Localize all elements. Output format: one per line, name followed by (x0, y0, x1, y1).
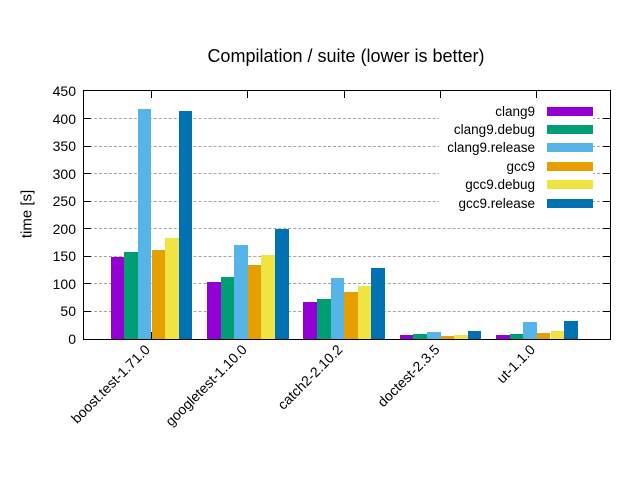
bar-gcc9.release-boost.test-1.71.0 (178, 110, 193, 339)
bar-gcc9.debug-ut-1.1.0 (550, 331, 565, 339)
x-tick-label-googletest-1.10.0: googletest-1.10.0 (161, 341, 250, 430)
y-tick-label-400: 400 (52, 110, 76, 127)
y-tick-label-450: 450 (52, 83, 76, 99)
bar-clang9.debug-ut-1.1.0 (509, 333, 524, 339)
y-tick-mark-right (603, 118, 610, 120)
legend-label: clang9.release (447, 140, 535, 156)
bar-gcc9-doctest-2.3.5 (440, 335, 455, 339)
bar-clang9-catch2-2.10.2 (303, 301, 317, 339)
y-tick-mark-right (603, 173, 610, 175)
y-tick-labels: 0 50 100 150 200 250 300 350 400 450 (0, 83, 76, 347)
x-tick-label-catch2-2.10.2: catch2-2.10.2 (274, 341, 346, 413)
y-tick-mark-left (84, 255, 91, 257)
bar-clang9.release-boost.test-1.71.0 (137, 109, 152, 339)
bar-clang9-doctest-2.3.5 (399, 335, 414, 339)
legend-swatch-gcc9 (547, 161, 593, 171)
y-tick-mark-right (603, 200, 610, 202)
y-tick-mark-right (603, 145, 610, 147)
y-tick-mark-left (84, 310, 91, 312)
gridline-y400 (84, 118, 610, 120)
y-tick-label-100: 100 (52, 275, 76, 292)
bar-gcc9.debug-catch2-2.10.2 (357, 286, 372, 339)
y-tick-mark-left (84, 200, 91, 202)
bar-gcc9.debug-googletest-1.10.0 (261, 255, 276, 339)
bar-gcc9-catch2-2.10.2 (344, 292, 358, 339)
bar-gcc9.release-catch2-2.10.2 (371, 267, 385, 339)
y-tick-mark-left (84, 283, 91, 285)
bar-clang9.debug-doctest-2.3.5 (413, 334, 427, 339)
y-tick-label-350: 350 (52, 138, 76, 155)
y-tick-label-0: 0 (68, 331, 76, 347)
bar-gcc9.release-ut-1.1.0 (564, 320, 578, 339)
y-tick-label-50: 50 (60, 303, 76, 320)
y-tick-label-200: 200 (52, 220, 76, 237)
y-tick-mark-right (603, 310, 610, 312)
bar-clang9-boost.test-1.71.0 (110, 257, 125, 339)
legend-swatch-clang9 (547, 106, 593, 116)
y-tick-mark-right (603, 283, 610, 285)
gridline-y150 (84, 255, 610, 257)
bar-clang9.release-ut-1.1.0 (523, 321, 537, 339)
x-tick-mark-top (247, 91, 249, 98)
gridline-y300 (84, 173, 610, 175)
bar-gcc9-ut-1.1.0 (536, 332, 551, 339)
legend-swatch-gcc9.debug (547, 180, 593, 190)
y-tick-label-250: 250 (52, 193, 76, 210)
legend-item-gcc9: gcc9 (447, 157, 593, 175)
x-tick-label-boost.test-1.71.0: boost.test-1.71.0 (68, 341, 154, 427)
y-tick-mark-left (84, 173, 91, 175)
bar-clang9.release-doctest-2.3.5 (426, 331, 441, 339)
bar-clang9-googletest-1.10.0 (207, 281, 221, 339)
legend-label: gcc9.debug (465, 177, 535, 193)
legend-label: clang9 (495, 103, 535, 119)
bar-gcc9-boost.test-1.71.0 (151, 250, 166, 339)
legend-item-clang9: clang9 (447, 102, 593, 120)
x-tick-mark-top (440, 91, 442, 98)
legend-label: gcc9 (506, 158, 535, 174)
y-tick-mark-right (603, 255, 610, 257)
y-tick-mark-left (84, 228, 91, 230)
y-tick-label-300: 300 (52, 165, 76, 182)
x-tick-mark-top (151, 91, 152, 98)
legend-item-gcc9.release: gcc9.release (447, 194, 593, 212)
plot-area: clang9 clang9.debug clang9.release gcc9 gcc9… (83, 90, 611, 340)
bar-clang9.release-googletest-1.10.0 (234, 244, 248, 339)
legend-item-clang9.release: clang9.release (447, 139, 593, 157)
bar-clang9.debug-googletest-1.10.0 (220, 276, 235, 339)
x-tick-label-ut-1.1.0: ut-1.1.0 (493, 341, 539, 387)
legend-swatch-gcc9.release (547, 198, 593, 208)
gridline-y100 (84, 283, 610, 285)
legend-swatch-clang9.debug (547, 125, 593, 135)
y-tick-mark-right (603, 228, 610, 230)
x-tick-label-doctest-2.3.5: doctest-2.3.5 (373, 341, 443, 410)
legend-label: clang9.debug (453, 122, 535, 138)
bar-gcc9-googletest-1.10.0 (247, 265, 262, 339)
legend-swatch-clang9.release (547, 143, 593, 153)
chart-title: Compilation / suite (lower is better) (207, 46, 485, 66)
x-tick-mark-bottom (440, 332, 442, 339)
y-tick-mark-left (84, 145, 91, 147)
bar-gcc9.release-googletest-1.10.0 (275, 228, 289, 339)
bar-clang9-ut-1.1.0 (496, 334, 510, 339)
bar-clang9.debug-catch2-2.10.2 (317, 299, 331, 339)
y-tick-label-150: 150 (52, 248, 76, 265)
legend-label: gcc9.release (458, 195, 535, 211)
legend: clang9 clang9.debug clang9.release gcc9 gcc9… (439, 100, 593, 215)
bar-gcc9.debug-boost.test-1.71.0 (165, 237, 179, 339)
bar-clang9.debug-boost.test-1.71.0 (124, 251, 138, 339)
x-tick-mark-top (343, 91, 345, 98)
y-tick-mark-left (84, 118, 91, 120)
bar-gcc9.debug-doctest-2.3.5 (454, 334, 468, 339)
bar-gcc9.release-doctest-2.3.5 (467, 331, 482, 339)
gridline-y350 (84, 145, 610, 147)
bar-clang9.release-catch2-2.10.2 (330, 278, 345, 339)
legend-item-gcc9.debug: gcc9.debug (447, 176, 593, 194)
gridline-y250 (84, 200, 610, 202)
x-tick-mark-top (536, 91, 538, 98)
legend-item-clang9.debug: clang9.debug (447, 120, 593, 138)
gridline-y200 (84, 228, 610, 230)
